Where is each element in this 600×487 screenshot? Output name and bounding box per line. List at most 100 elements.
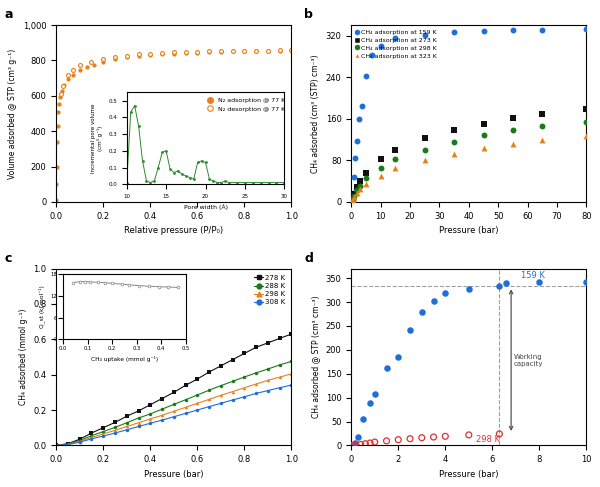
Point (361, 169, 371, 177)
Point (352, 184, 362, 191)
Point (347, 197, 356, 205)
Y-axis label: Volume adsorbed @ STP (cm³ g⁻¹): Volume adsorbed @ STP (cm³ g⁻¹) (8, 48, 17, 179)
Y-axis label: CH₄ adsorbed @ STP (cm³ cm⁻³): CH₄ adsorbed @ STP (cm³ cm⁻³) (311, 296, 320, 418)
Point (361, 72, 371, 79)
Point (349, 193, 359, 201)
Point (353, 433, 363, 441)
Legend: 278 K, 288 K, 298 K, 308 K: 278 K, 288 K, 298 K, 308 K (251, 272, 288, 308)
Point (348, 196, 358, 204)
Point (479, 27, 488, 35)
Point (376, 172, 385, 180)
Point (391, 164, 400, 172)
Text: a: a (5, 8, 13, 21)
Point (429, 433, 439, 441)
Point (376, 155, 385, 163)
Point (479, 120, 488, 128)
Point (538, 135, 547, 143)
Point (581, 132, 591, 140)
Point (376, 42, 385, 50)
Point (382, 364, 391, 372)
Point (347, 197, 356, 205)
Point (349, 192, 359, 200)
Point (347, 197, 356, 205)
Point (355, 186, 365, 193)
Point (508, 26, 518, 34)
Point (394, 354, 403, 361)
Point (348, 188, 358, 196)
X-axis label: Relative pressure (P/P₀): Relative pressure (P/P₀) (124, 226, 223, 235)
Text: c: c (5, 252, 12, 264)
Point (356, 441, 365, 449)
Point (351, 441, 361, 449)
Point (347, 197, 356, 205)
Point (352, 189, 362, 197)
Point (355, 182, 365, 189)
X-axis label: Pressure (bar): Pressure (bar) (439, 469, 499, 479)
Point (365, 399, 375, 407)
Point (348, 195, 358, 203)
Point (370, 390, 380, 398)
Point (440, 432, 450, 440)
Point (405, 435, 415, 443)
Point (538, 122, 547, 130)
Point (405, 326, 415, 334)
Text: b: b (304, 8, 313, 21)
Y-axis label: CH₄ adsorbed (mmol g⁻¹): CH₄ adsorbed (mmol g⁻¹) (19, 309, 28, 405)
Text: 159 K: 159 K (521, 271, 544, 281)
Point (354, 115, 364, 123)
Point (581, 118, 591, 126)
Point (479, 145, 488, 152)
Text: Working
capacity: Working capacity (514, 354, 544, 367)
Point (449, 150, 459, 157)
Point (365, 439, 375, 447)
Point (417, 308, 427, 316)
Point (391, 34, 400, 42)
Point (350, 439, 359, 447)
Point (349, 441, 358, 449)
Legend: N₂ adsorption @ 77 K, N₂ desorption @ 77 K: N₂ adsorption @ 77 K, N₂ desorption @ 77… (202, 95, 288, 114)
Point (370, 438, 380, 446)
Point (464, 431, 473, 439)
Point (352, 137, 361, 145)
Point (361, 180, 371, 187)
Point (538, 110, 547, 117)
Point (420, 31, 430, 38)
Point (420, 134, 430, 142)
Point (502, 279, 511, 287)
Point (361, 440, 370, 448)
Point (508, 114, 518, 122)
Point (347, 197, 357, 205)
Point (361, 175, 371, 183)
Point (358, 415, 368, 423)
X-axis label: Pressure (bar): Pressure (bar) (144, 469, 203, 479)
Point (352, 187, 362, 194)
Point (391, 146, 400, 154)
Point (464, 285, 473, 293)
Point (376, 164, 385, 172)
Point (581, 278, 591, 286)
Point (508, 126, 518, 134)
Text: 298 K: 298 K (476, 435, 500, 444)
Point (508, 140, 518, 148)
Point (535, 278, 544, 286)
Point (440, 289, 450, 297)
Point (449, 126, 459, 134)
Point (349, 190, 359, 198)
Y-axis label: CH₄ adsorbed (cm³ (STP) cm⁻³): CH₄ adsorbed (cm³ (STP) cm⁻³) (311, 54, 320, 173)
Point (581, 106, 591, 113)
Point (394, 436, 403, 444)
X-axis label: Pressure (bar): Pressure (bar) (439, 226, 499, 235)
Point (391, 155, 400, 163)
Text: d: d (304, 252, 313, 264)
Point (538, 26, 547, 34)
Point (417, 434, 427, 442)
Point (347, 196, 357, 204)
Legend: CH₄ adsorption at 159 K, CH₄ adsorption at 273 K, CH₄ adsorption at 298 K, CH₄ a: CH₄ adsorption at 159 K, CH₄ adsorption … (355, 28, 438, 60)
Point (420, 146, 430, 154)
Point (479, 131, 488, 139)
Point (420, 156, 430, 164)
Point (367, 52, 377, 59)
Point (581, 25, 591, 33)
Point (347, 197, 357, 205)
Point (449, 29, 459, 37)
